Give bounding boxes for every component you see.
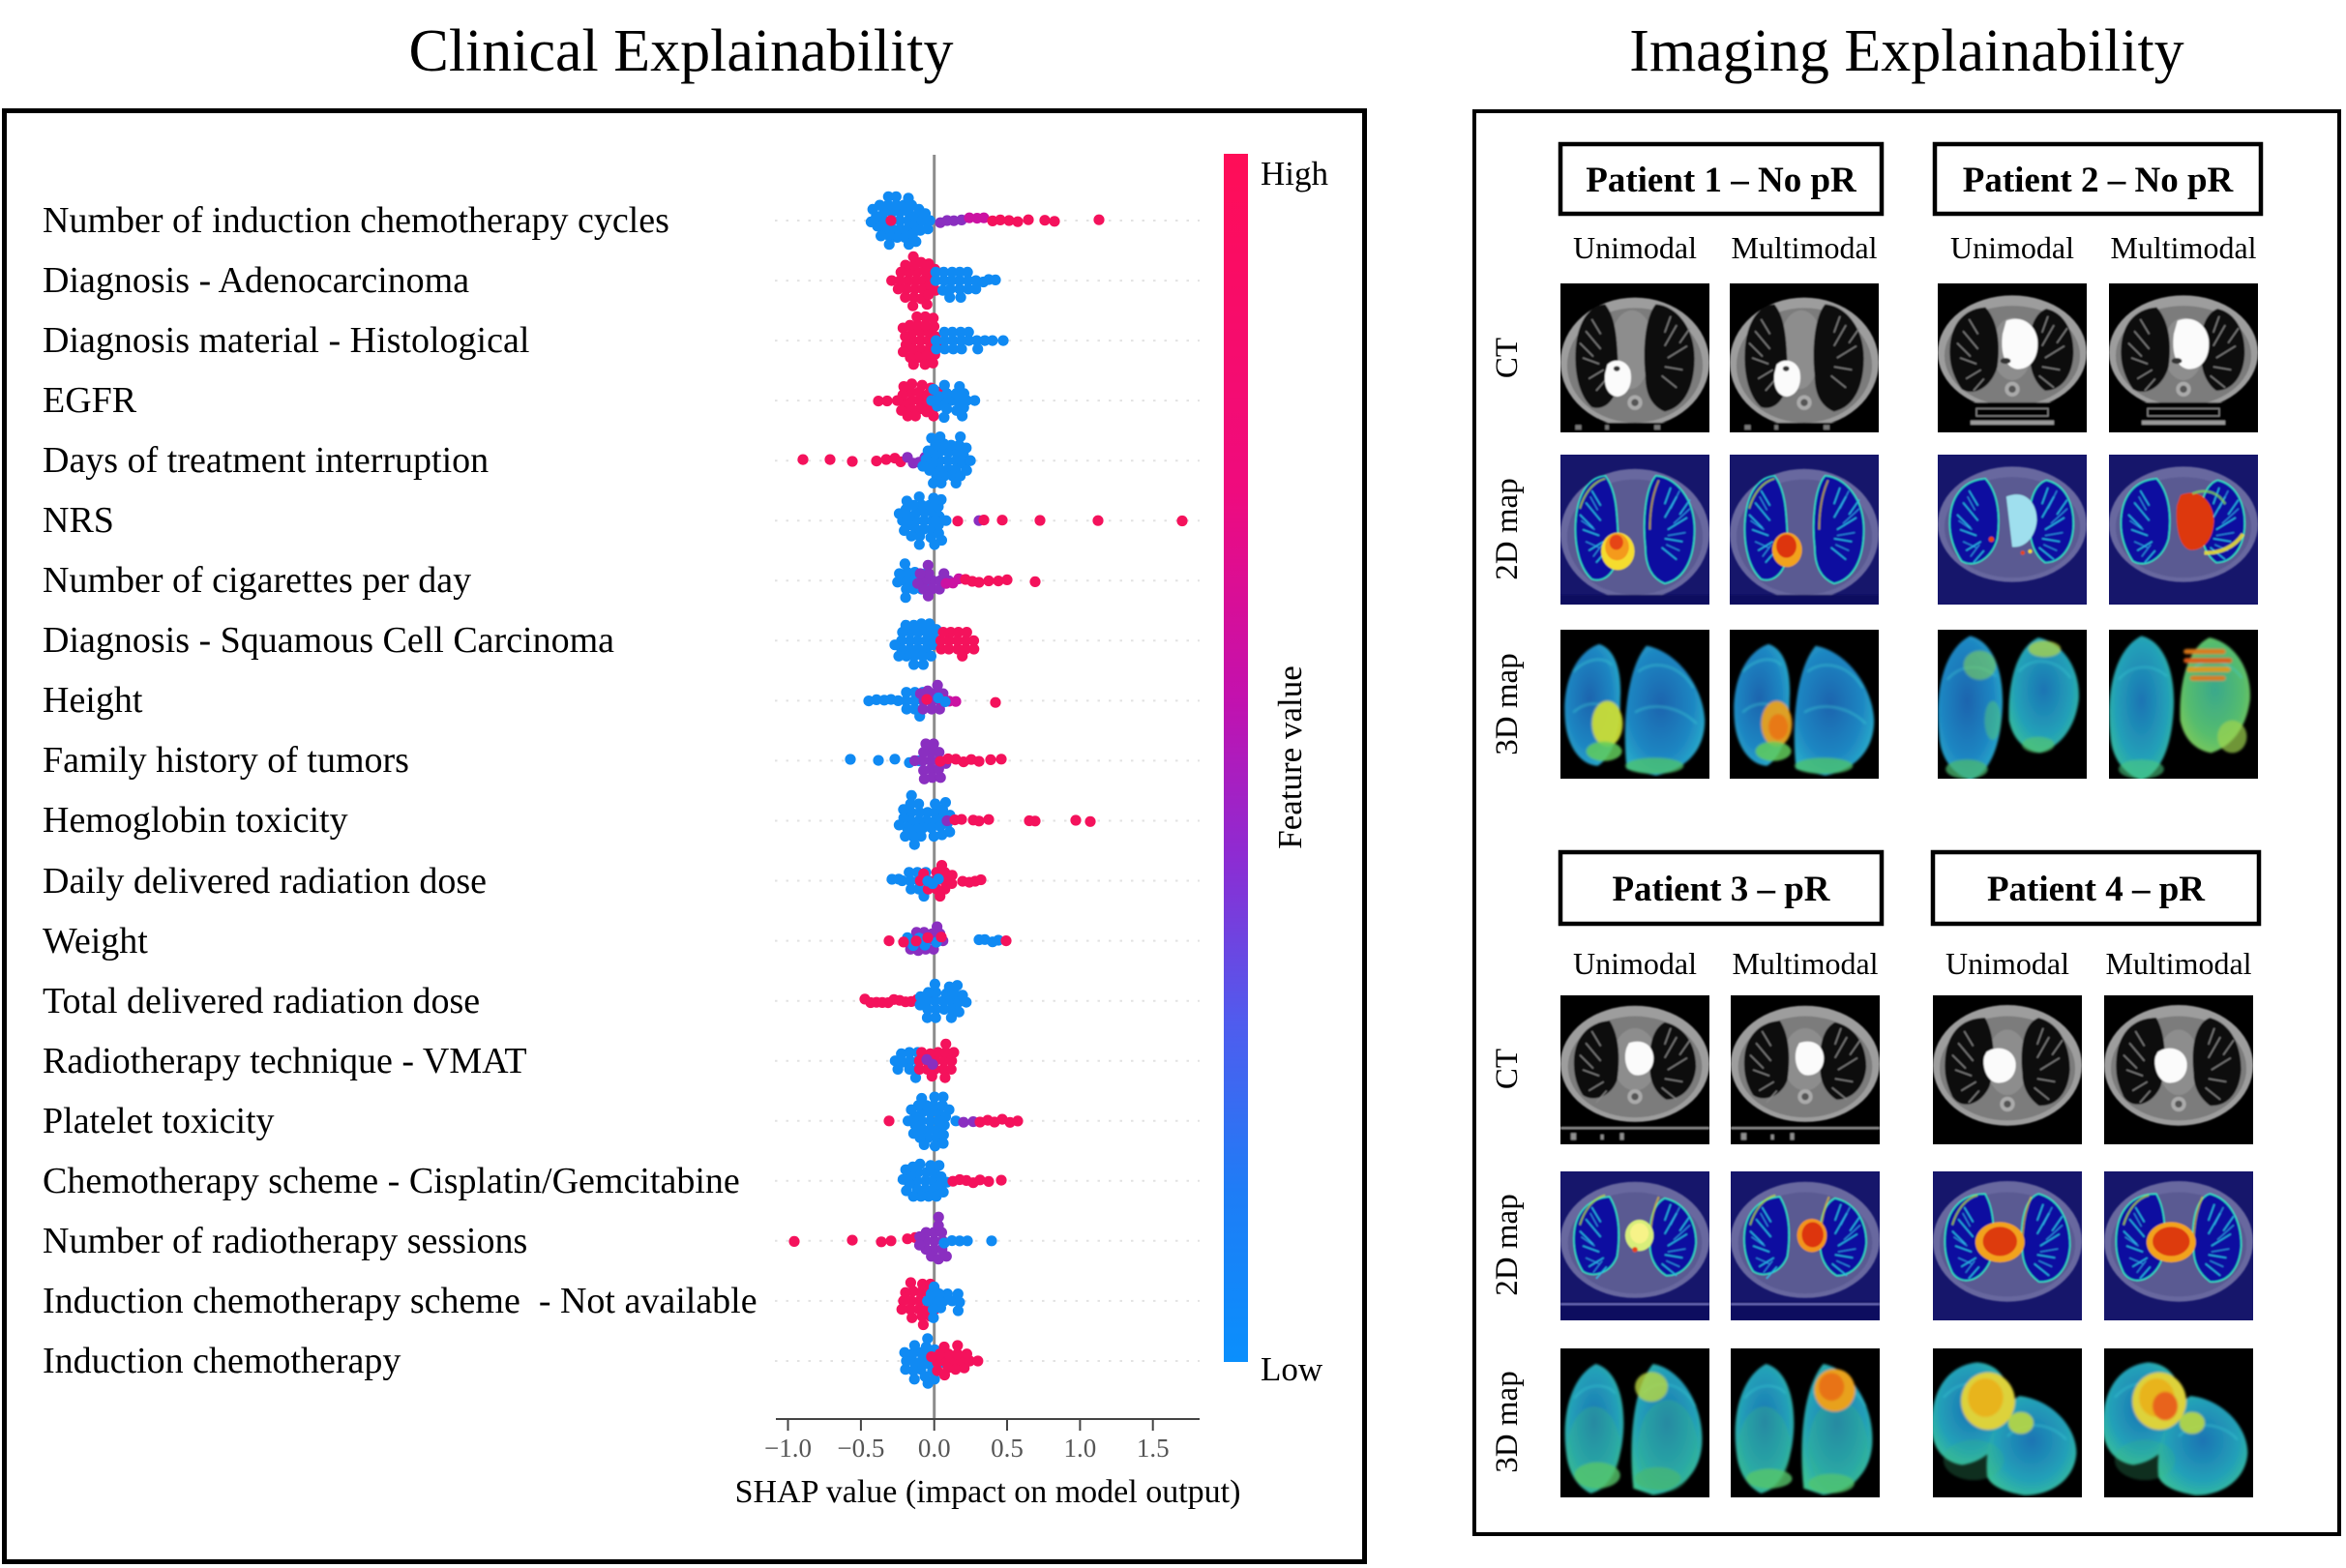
svg-text:SHAP value (impact on model ou: SHAP value (impact on model output) [735,1474,1241,1510]
svg-text:Multimodal: Multimodal [1732,946,1878,981]
svg-text:Diagnosis - Adenocarcinoma: Diagnosis - Adenocarcinoma [43,260,469,301]
svg-text:−0.5: −0.5 [837,1434,884,1463]
svg-text:Number of cigarettes per day: Number of cigarettes per day [43,560,471,601]
svg-text:CT: CT [1490,1049,1525,1089]
svg-text:Patient 2 – No pR: Patient 2 – No pR [1963,161,2235,200]
svg-text:Patient 4 – pR: Patient 4 – pR [1987,870,2206,909]
svg-text:Low: Low [1261,1350,1323,1388]
svg-text:CT: CT [1490,338,1525,378]
svg-text:Feature value: Feature value [1271,666,1309,849]
svg-text:3D map: 3D map [1490,653,1525,754]
svg-text:1.5: 1.5 [1137,1434,1170,1463]
svg-text:Diagnosis - Squamous Cell Carc: Diagnosis - Squamous Cell Carcinoma [43,620,614,661]
svg-text:Chemotherapy scheme - Cisplati: Chemotherapy scheme - Cisplatin/Gemcitab… [43,1161,740,1201]
svg-text:1.0: 1.0 [1064,1434,1097,1463]
svg-text:Total delivered radiation dose: Total delivered radiation dose [43,981,480,1021]
svg-text:Imaging Explainability: Imaging Explainability [1629,18,2183,84]
svg-text:Induction chemotherapy: Induction chemotherapy [43,1341,401,1381]
svg-text:Height: Height [43,680,143,721]
svg-text:NRS: NRS [43,500,114,541]
svg-text:3D map: 3D map [1490,1371,1525,1472]
svg-text:Unimodal: Unimodal [1573,946,1697,981]
svg-text:2D map: 2D map [1490,1194,1525,1295]
svg-text:Daily delivered radiation dose: Daily delivered radiation dose [43,861,487,902]
svg-text:Unimodal: Unimodal [1945,946,2069,981]
svg-text:Unimodal: Unimodal [1573,230,1697,265]
svg-text:Clinical Explainability: Clinical Explainability [408,18,953,84]
svg-text:2D map: 2D map [1490,478,1525,579]
svg-text:−1.0: −1.0 [764,1434,812,1463]
svg-text:Multimodal: Multimodal [1731,230,1877,265]
svg-text:Unimodal: Unimodal [1950,230,2074,265]
svg-text:0.0: 0.0 [918,1434,951,1463]
svg-text:Hemoglobin toxicity: Hemoglobin toxicity [43,800,348,841]
svg-text:Radiotherapy technique - VMAT: Radiotherapy technique - VMAT [43,1041,527,1081]
svg-text:0.5: 0.5 [991,1434,1024,1463]
svg-text:Induction chemotherapy scheme: Induction chemotherapy scheme - Not avai… [43,1281,757,1321]
svg-text:Patient 3 – pR: Patient 3 – pR [1612,870,1830,909]
svg-text:Number of radiotherapy session: Number of radiotherapy sessions [43,1221,527,1261]
svg-text:Diagnosis material - Histologi: Diagnosis material - Histological [43,320,529,361]
svg-text:High: High [1261,155,1329,192]
svg-text:Family history of tumors: Family history of tumors [43,740,409,781]
svg-text:Number of induction chemothera: Number of induction chemotherapy cycles [43,200,669,241]
svg-text:Days of treatment interruption: Days of treatment interruption [43,440,489,481]
svg-text:Patient 1 – No pR: Patient 1 – No pR [1586,161,1857,200]
svg-text:EGFR: EGFR [43,380,137,421]
svg-text:Weight: Weight [43,921,148,962]
svg-text:Multimodal: Multimodal [2105,946,2251,981]
svg-text:Multimodal: Multimodal [2110,230,2256,265]
svg-text:Platelet toxicity: Platelet toxicity [43,1101,275,1141]
